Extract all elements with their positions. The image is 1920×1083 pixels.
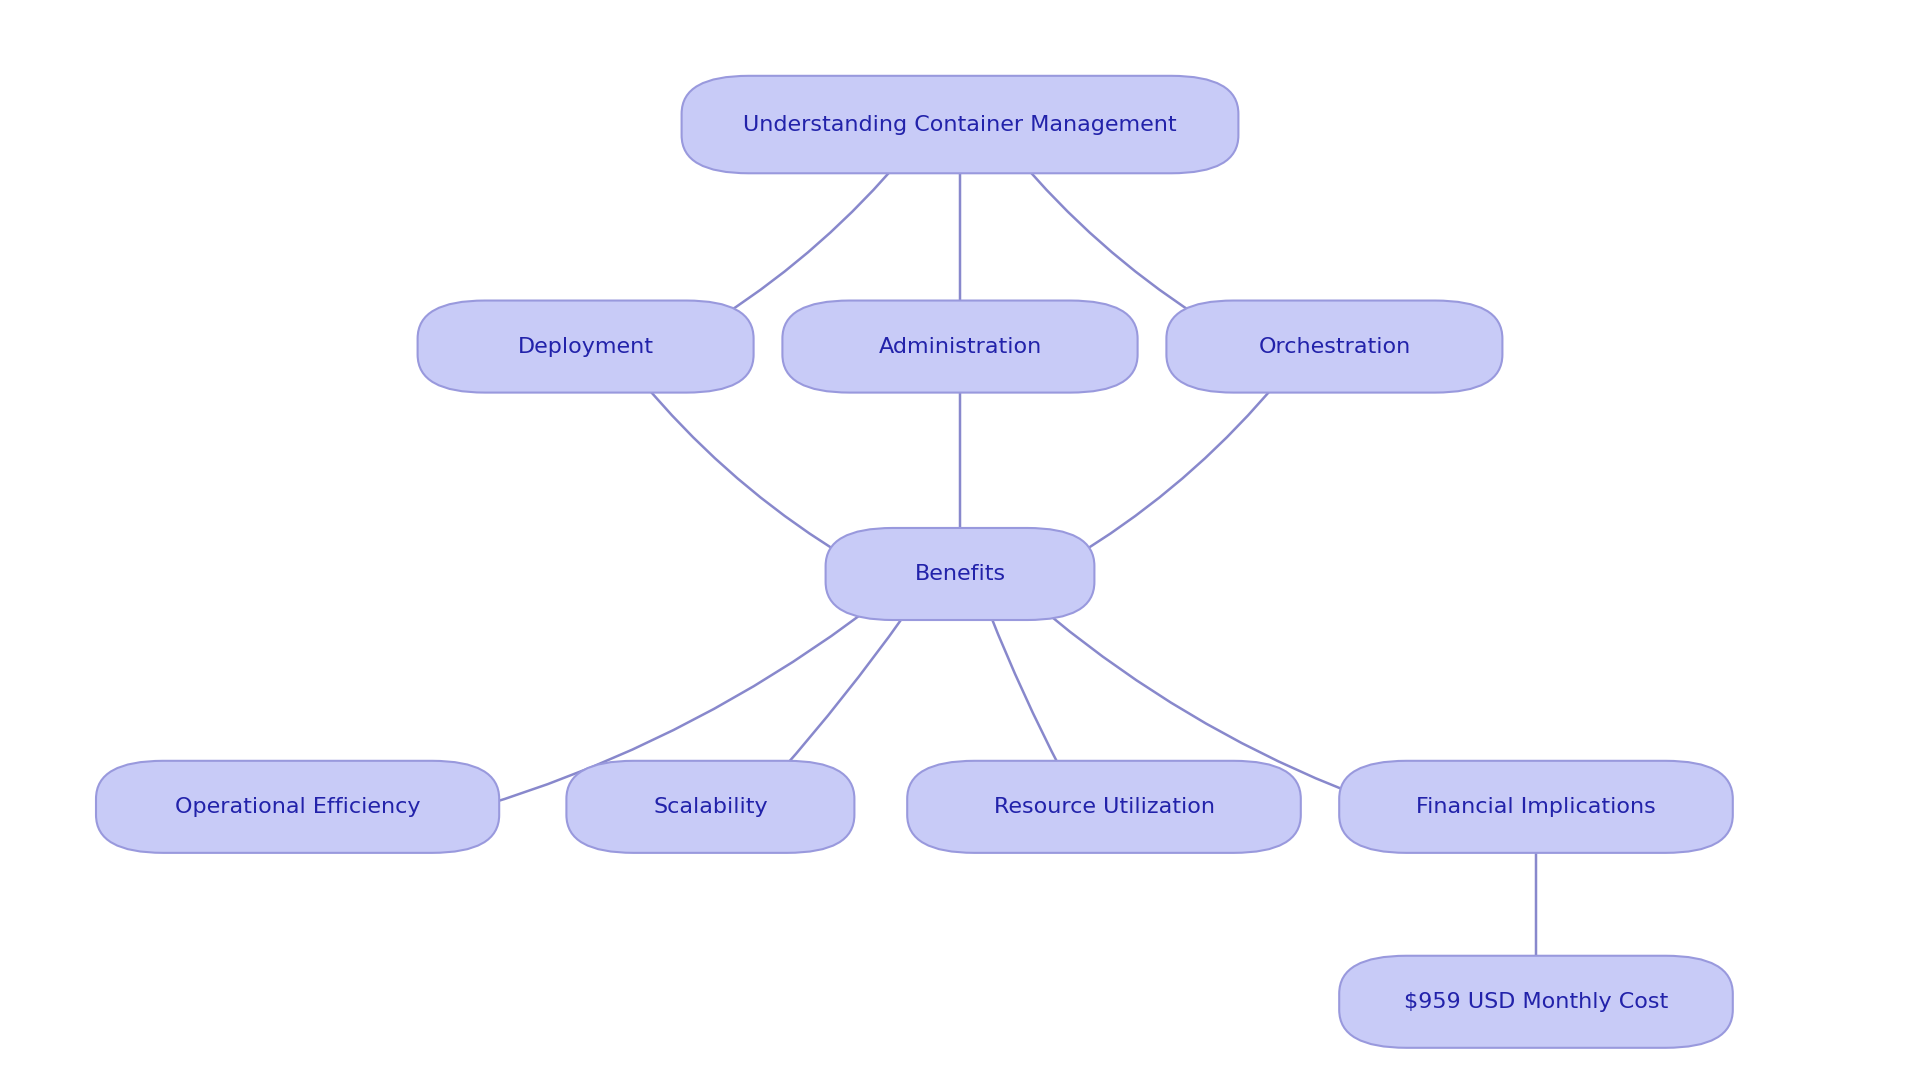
- FancyBboxPatch shape: [1340, 956, 1734, 1048]
- FancyBboxPatch shape: [417, 300, 753, 393]
- FancyBboxPatch shape: [826, 529, 1094, 619]
- FancyArrowPatch shape: [588, 81, 960, 387]
- Text: $959 USD Monthly Cost: $959 USD Monthly Cost: [1404, 992, 1668, 1012]
- FancyBboxPatch shape: [783, 300, 1137, 393]
- Text: Orchestration: Orchestration: [1258, 337, 1411, 356]
- FancyArrowPatch shape: [300, 534, 960, 851]
- FancyBboxPatch shape: [906, 760, 1302, 853]
- FancyArrowPatch shape: [586, 305, 958, 614]
- FancyArrowPatch shape: [1530, 767, 1542, 1040]
- FancyArrowPatch shape: [962, 305, 1334, 614]
- FancyBboxPatch shape: [96, 760, 499, 853]
- FancyArrowPatch shape: [960, 81, 1332, 387]
- Text: Deployment: Deployment: [518, 337, 653, 356]
- Text: Financial Implications: Financial Implications: [1417, 797, 1655, 817]
- FancyBboxPatch shape: [682, 76, 1238, 173]
- FancyArrowPatch shape: [960, 534, 1534, 850]
- FancyArrowPatch shape: [954, 81, 966, 384]
- Text: Benefits: Benefits: [914, 564, 1006, 584]
- Text: Administration: Administration: [877, 337, 1043, 356]
- FancyBboxPatch shape: [1340, 760, 1734, 853]
- FancyArrowPatch shape: [960, 534, 1102, 845]
- FancyBboxPatch shape: [566, 760, 854, 853]
- Text: Understanding Container Management: Understanding Container Management: [743, 115, 1177, 134]
- FancyBboxPatch shape: [1165, 300, 1501, 393]
- Text: Operational Efficiency: Operational Efficiency: [175, 797, 420, 817]
- Text: Scalability: Scalability: [653, 797, 768, 817]
- FancyArrowPatch shape: [954, 305, 966, 612]
- Text: Resource Utilization: Resource Utilization: [993, 797, 1215, 817]
- FancyArrowPatch shape: [712, 534, 960, 846]
